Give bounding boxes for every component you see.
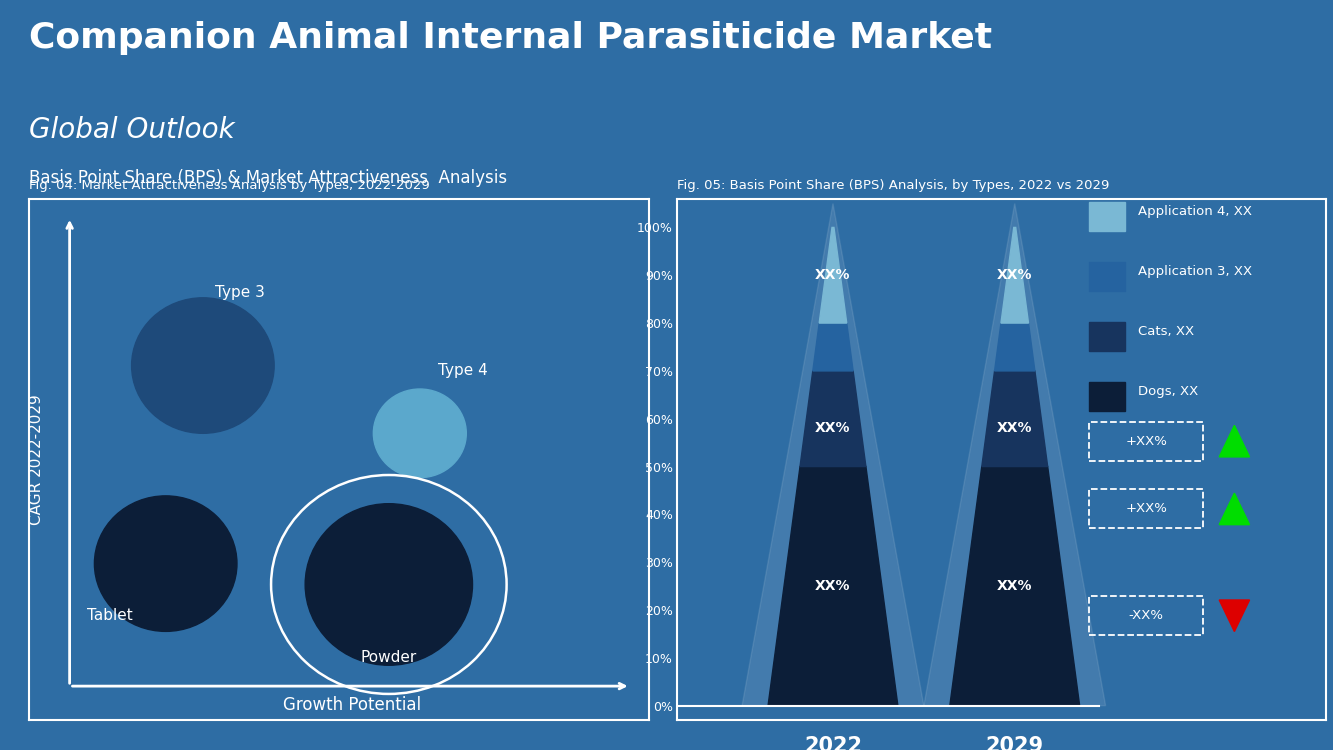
Text: +XX%: +XX% bbox=[1125, 435, 1168, 448]
Polygon shape bbox=[800, 371, 866, 466]
Text: 2022: 2022 bbox=[804, 736, 862, 750]
Text: XX%: XX% bbox=[816, 579, 850, 593]
Text: Companion Animal Internal Parasiticide Market: Companion Animal Internal Parasiticide M… bbox=[29, 21, 993, 55]
Text: Type 3: Type 3 bbox=[215, 285, 265, 300]
Ellipse shape bbox=[95, 496, 237, 632]
Text: Tablet: Tablet bbox=[87, 608, 133, 623]
Polygon shape bbox=[1142, 38, 1194, 78]
Polygon shape bbox=[813, 323, 853, 371]
Text: XX%: XX% bbox=[997, 268, 1033, 282]
FancyBboxPatch shape bbox=[1089, 382, 1125, 411]
Text: XX%: XX% bbox=[997, 579, 1033, 593]
Text: RESEARCH: RESEARCH bbox=[1208, 50, 1261, 58]
Text: Powder: Powder bbox=[361, 650, 417, 665]
Text: XX%: XX% bbox=[997, 422, 1033, 435]
Text: MARKET: MARKET bbox=[1208, 32, 1250, 40]
Text: Basis Point Share (BPS) & Market Attractiveness  Analysis: Basis Point Share (BPS) & Market Attract… bbox=[29, 169, 508, 187]
Polygon shape bbox=[742, 203, 924, 706]
Polygon shape bbox=[1117, 38, 1168, 78]
Text: CAGR 2022-2029: CAGR 2022-2029 bbox=[29, 394, 44, 525]
Text: INTELLECT: INTELLECT bbox=[1208, 68, 1261, 76]
Text: 2029: 2029 bbox=[985, 736, 1044, 750]
FancyBboxPatch shape bbox=[1089, 202, 1125, 231]
Ellipse shape bbox=[373, 389, 467, 478]
Text: XX%: XX% bbox=[816, 268, 850, 282]
Text: Fig. 05: Basis Point Share (BPS) Analysis, by Types, 2022 vs 2029: Fig. 05: Basis Point Share (BPS) Analysi… bbox=[677, 179, 1109, 192]
Polygon shape bbox=[1220, 494, 1249, 525]
Text: Dogs, XX: Dogs, XX bbox=[1138, 385, 1198, 398]
Polygon shape bbox=[1220, 425, 1249, 457]
Polygon shape bbox=[994, 323, 1034, 371]
Ellipse shape bbox=[132, 298, 275, 433]
Text: +XX%: +XX% bbox=[1125, 503, 1168, 515]
Polygon shape bbox=[1001, 227, 1029, 323]
Polygon shape bbox=[982, 371, 1048, 466]
Polygon shape bbox=[950, 466, 1080, 706]
Text: Application 3, XX: Application 3, XX bbox=[1138, 266, 1252, 278]
Text: XX%: XX% bbox=[816, 422, 850, 435]
Text: Type 4: Type 4 bbox=[439, 363, 488, 378]
Text: Growth Potential: Growth Potential bbox=[283, 696, 421, 714]
Polygon shape bbox=[768, 466, 898, 706]
Text: Cats, XX: Cats, XX bbox=[1138, 326, 1194, 338]
Polygon shape bbox=[924, 203, 1105, 706]
Text: Global Outlook: Global Outlook bbox=[29, 116, 235, 144]
Text: -XX%: -XX% bbox=[1129, 609, 1164, 622]
Polygon shape bbox=[1220, 600, 1249, 632]
Ellipse shape bbox=[305, 504, 472, 665]
FancyBboxPatch shape bbox=[1089, 262, 1125, 291]
Text: Fig. 04: Market Attractiveness Analysis by Types, 2022-2029: Fig. 04: Market Attractiveness Analysis … bbox=[29, 179, 431, 192]
FancyBboxPatch shape bbox=[1089, 322, 1125, 351]
Polygon shape bbox=[820, 227, 846, 323]
Text: Application 4, XX: Application 4, XX bbox=[1138, 206, 1252, 218]
